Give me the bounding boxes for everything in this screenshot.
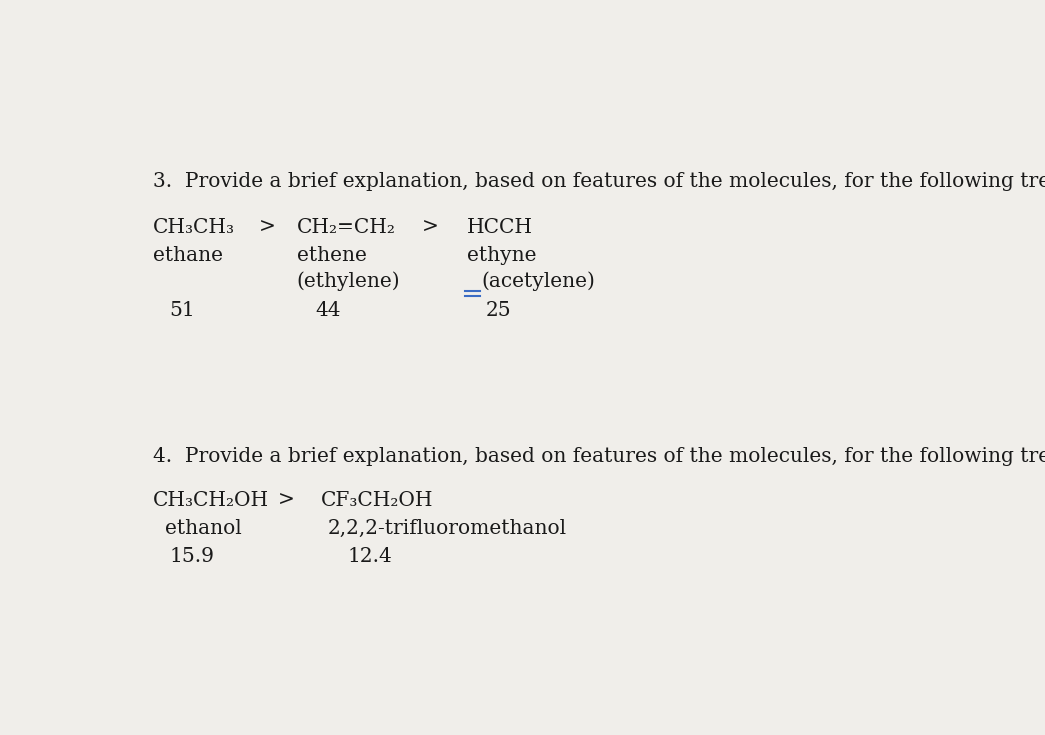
Text: CF₃CH₂OH: CF₃CH₂OH [321, 491, 434, 510]
Text: 51: 51 [169, 301, 195, 320]
Text: ethyne: ethyne [467, 245, 536, 265]
Text: CH₂=CH₂: CH₂=CH₂ [297, 218, 395, 237]
Text: >: > [258, 218, 276, 237]
Text: (ethylene): (ethylene) [297, 272, 400, 291]
Text: CH₃CH₃: CH₃CH₃ [154, 218, 235, 237]
Text: 15.9: 15.9 [169, 548, 214, 567]
Text: 3.  Provide a brief explanation, based on features of the molecules, for the fol: 3. Provide a brief explanation, based on… [154, 172, 1045, 191]
Text: >: > [422, 218, 439, 237]
Text: ethane: ethane [154, 245, 224, 265]
Text: HCCH: HCCH [467, 218, 533, 237]
Text: ethene: ethene [297, 245, 367, 265]
Text: (acetylene): (acetylene) [482, 272, 596, 291]
Text: 12.4: 12.4 [348, 548, 393, 567]
Text: 44: 44 [316, 301, 341, 320]
Text: ethanol: ethanol [165, 519, 242, 538]
Text: 25: 25 [485, 301, 511, 320]
Text: 2,2,2-trifluoromethanol: 2,2,2-trifluoromethanol [327, 519, 566, 538]
Text: CH₃CH₂OH: CH₃CH₂OH [154, 491, 270, 510]
Text: 4.  Provide a brief explanation, based on features of the molecules, for the fol: 4. Provide a brief explanation, based on… [154, 447, 1045, 466]
Text: >: > [278, 491, 295, 510]
